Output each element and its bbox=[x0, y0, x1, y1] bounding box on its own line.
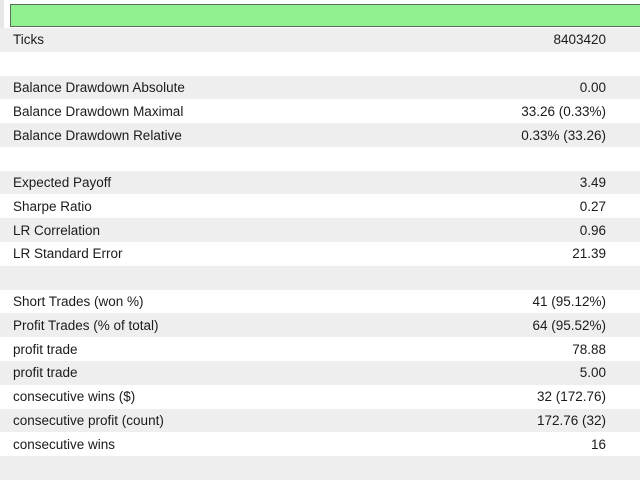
row-label: Ticks bbox=[13, 32, 44, 48]
table-row[interactable]: LR Standard Error 21.39 bbox=[0, 242, 640, 266]
row-value: 5.00 bbox=[579, 365, 606, 381]
row-label: Expected Payoff bbox=[13, 175, 112, 191]
row-value: 0.33% (33.26) bbox=[521, 127, 606, 143]
row-value: 172.76 (32) bbox=[536, 412, 606, 428]
row-value: 78.88 bbox=[572, 341, 606, 357]
row-label: LR Correlation bbox=[13, 222, 101, 238]
table-row[interactable]: Short Trades (won %) 41 (95.12%) bbox=[0, 289, 640, 314]
table-row[interactable]: LR Correlation 0.96 bbox=[0, 218, 640, 243]
row-value: 21.39 bbox=[572, 246, 606, 262]
row-value: 16 bbox=[590, 436, 606, 452]
table-row[interactable]: Profit Trades (% of total) 64 (95.52%) bbox=[0, 313, 640, 338]
row-label: profit trade bbox=[13, 365, 78, 381]
row-label: Sharpe Ratio bbox=[13, 198, 92, 214]
row-label: Balance Drawdown Maximal bbox=[13, 103, 184, 119]
table-row[interactable]: consecutive wins 16 bbox=[0, 432, 640, 457]
row-label: LR Standard Error bbox=[13, 246, 123, 262]
row-value: 3.49 bbox=[579, 175, 606, 191]
row-value: 0.27 bbox=[579, 198, 606, 214]
table-row[interactable]: Balance Drawdown Maximal 33.26 (0.33%) bbox=[0, 99, 640, 124]
spacer-row bbox=[0, 456, 640, 480]
row-value: 32 (172.76) bbox=[536, 389, 606, 405]
spacer-row bbox=[0, 146, 640, 171]
row-label: profit trade bbox=[13, 341, 78, 357]
table-row[interactable]: consecutive profit (count) 172.76 (32) bbox=[0, 408, 640, 433]
row-value: 64 (95.52%) bbox=[532, 317, 606, 333]
results-table: Ticks 8403420 Balance Drawdown Absolute … bbox=[0, 28, 640, 480]
row-label: consecutive wins ($) bbox=[13, 389, 136, 405]
row-value: 0.00 bbox=[579, 79, 606, 95]
table-row[interactable]: Balance Drawdown Relative 0.33% (33.26) bbox=[0, 123, 640, 147]
progress-bar-fill bbox=[11, 5, 640, 26]
table-row[interactable]: profit trade 78.88 bbox=[0, 337, 640, 361]
spacer-row bbox=[0, 51, 640, 76]
row-label: Balance Drawdown Absolute bbox=[13, 79, 185, 95]
table-row[interactable]: Balance Drawdown Absolute 0.00 bbox=[0, 75, 640, 100]
progress-bar bbox=[10, 4, 640, 27]
row-label: consecutive profit (count) bbox=[13, 412, 164, 428]
table-row[interactable]: Sharpe Ratio 0.27 bbox=[0, 194, 640, 219]
row-label: Profit Trades (% of total) bbox=[13, 317, 159, 333]
row-value: 41 (95.12%) bbox=[532, 293, 606, 309]
table-row[interactable]: Ticks 8403420 bbox=[0, 28, 640, 52]
progress-bar-area bbox=[0, 0, 640, 28]
row-label: consecutive wins bbox=[13, 436, 116, 452]
row-value: 8403420 bbox=[553, 32, 606, 48]
row-value: 33.26 (0.33%) bbox=[521, 103, 606, 119]
spacer-row bbox=[0, 265, 640, 290]
table-row[interactable]: Expected Payoff 3.49 bbox=[0, 170, 640, 195]
row-label: Balance Drawdown Relative bbox=[13, 127, 182, 143]
row-value: 0.96 bbox=[579, 222, 606, 238]
left-edge-strip bbox=[0, 0, 4, 28]
row-label: Short Trades (won %) bbox=[13, 293, 144, 309]
table-row[interactable]: consecutive wins ($) 32 (172.76) bbox=[0, 384, 640, 409]
table-row[interactable]: profit trade 5.00 bbox=[0, 360, 640, 385]
